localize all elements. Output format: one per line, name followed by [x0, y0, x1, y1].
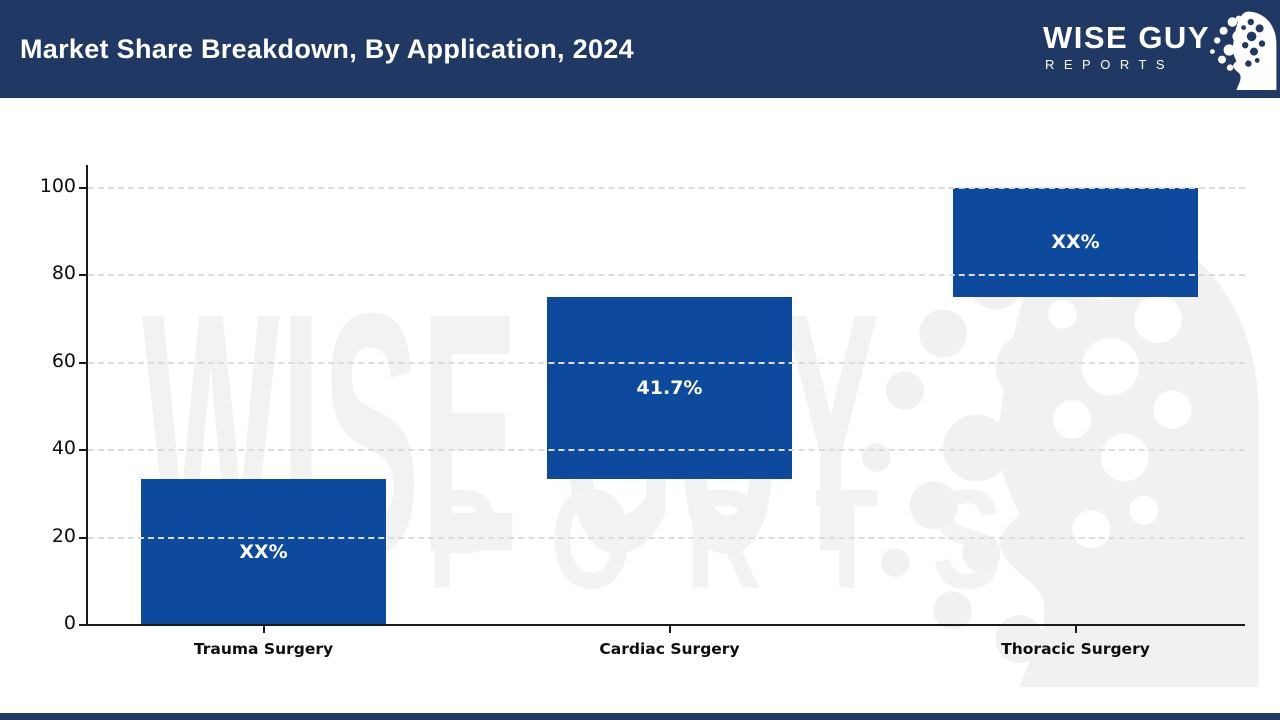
y-axis-tick-mark: [79, 536, 87, 539]
x-axis-tick-mark: [668, 626, 671, 633]
bar-value-label-thoracic-surgery: XX%: [1051, 231, 1100, 254]
gridline-y-20: [88, 536, 1245, 539]
y-axis-tick-label: 60: [51, 349, 76, 372]
y-axis-line: [86, 165, 88, 625]
header-bar: Market Share Breakdown, By Application, …: [0, 0, 1280, 98]
footer-bar: [0, 713, 1280, 720]
brand-logo: WISE GUY REPORTS: [1043, 22, 1210, 72]
y-axis-tick-mark: [79, 186, 87, 189]
bar-thoracic-surgery[interactable]: XX%: [953, 187, 1198, 297]
y-axis-tick-mark: [79, 274, 87, 276]
y-axis-tick-label: 100: [39, 174, 76, 197]
y-axis-tick-mark: [79, 361, 87, 364]
x-axis-line: [86, 624, 1245, 626]
x-category-label-trauma-surgery: Trauma Surgery: [193, 640, 334, 658]
y-axis-tick-mark: [79, 624, 87, 626]
bar-value-label-trauma-surgery: XX%: [239, 541, 288, 564]
gridline-y-40: [88, 449, 1245, 451]
gridline-y-100: [88, 186, 1245, 189]
bar-trauma-surgery[interactable]: XX%: [141, 479, 386, 625]
y-axis-tick-label: 20: [51, 524, 76, 547]
logo-reports-text: REPORTS: [1044, 57, 1175, 72]
y-axis-tick-label: 40: [51, 437, 76, 459]
y-axis-tick-label: 0: [63, 612, 76, 634]
y-axis-tick-label: 80: [51, 262, 76, 284]
gridline-y-60: [88, 361, 1245, 364]
logo-brand-text: WISE GUY: [1042, 20, 1210, 55]
x-category-label-cardiac-surgery: Cardiac Surgery: [599, 640, 740, 658]
logo-face-icon: [1210, 11, 1277, 91]
page-title: Market Share Breakdown, By Application, …: [20, 34, 634, 64]
x-axis-tick-mark: [262, 626, 265, 633]
gridline-y-80: [88, 274, 1245, 276]
bar-value-label-cardiac-surgery: 41.7%: [636, 377, 703, 400]
x-category-label-thoracic-surgery: Thoracic Surgery: [1001, 640, 1150, 658]
y-axis-tick-mark: [79, 449, 87, 451]
x-axis-tick-mark: [1074, 626, 1077, 633]
bar-cardiac-surgery[interactable]: 41.7%: [547, 296, 792, 480]
